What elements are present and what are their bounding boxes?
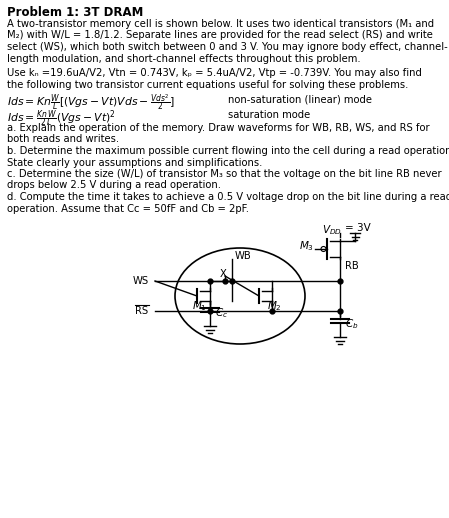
Text: saturation mode: saturation mode	[228, 110, 310, 121]
Text: RB: RB	[345, 261, 359, 271]
Text: M₂) with W/L = 1.8/1.2. Separate lines are provided for the read select (RS) and: M₂) with W/L = 1.8/1.2. Separate lines a…	[7, 31, 433, 40]
Text: $C_b$: $C_b$	[345, 317, 358, 331]
Text: drops below 2.5 V during a read operation.: drops below 2.5 V during a read operatio…	[7, 180, 221, 191]
Text: $Ids = \frac{Kn\,W}{2\,L}(Vgs - Vt)^2$: $Ids = \frac{Kn\,W}{2\,L}(Vgs - Vt)^2$	[7, 108, 116, 130]
Text: b. Determine the maximum possible current flowing into the cell during a read op: b. Determine the maximum possible curren…	[7, 146, 449, 156]
Text: c. Determine the size (W/L) of transistor M₃ so that the voltage on the bit line: c. Determine the size (W/L) of transisto…	[7, 169, 442, 179]
Text: $M_2$: $M_2$	[267, 299, 282, 313]
Text: $V_{DD}$: $V_{DD}$	[322, 223, 342, 237]
Text: both reads and writes.: both reads and writes.	[7, 135, 119, 145]
Text: WS: WS	[133, 276, 149, 286]
Text: X: X	[220, 269, 227, 279]
Text: = 3V: = 3V	[345, 223, 371, 233]
Text: the following two transistor current equations useful for solving these problems: the following two transistor current equ…	[7, 79, 409, 90]
Text: length modulation, and short-channel effects throughout this problem.: length modulation, and short-channel eff…	[7, 53, 361, 64]
Text: Problem 1: 3T DRAM: Problem 1: 3T DRAM	[7, 6, 143, 19]
Text: select (WS), which both switch between 0 and 3 V. You may ignore body effect, ch: select (WS), which both switch between 0…	[7, 42, 448, 52]
Text: $M_3$: $M_3$	[299, 239, 314, 253]
Text: WB: WB	[235, 251, 252, 261]
Text: $Ids = Kn\frac{W}{L}[(Vgs - Vt)Vds - \frac{Vds^2}{2}]$: $Ids = Kn\frac{W}{L}[(Vgs - Vt)Vds - \fr…	[7, 93, 175, 113]
Text: non-saturation (linear) mode: non-saturation (linear) mode	[228, 95, 372, 105]
Text: State clearly your assumptions and simplifications.: State clearly your assumptions and simpl…	[7, 157, 262, 167]
Text: $M_1$: $M_1$	[192, 299, 207, 313]
Text: operation. Assume that Cc = 50fF and Cb = 2pF.: operation. Assume that Cc = 50fF and Cb …	[7, 204, 249, 213]
Text: Use kₙ =19.6uA/V2, Vtn = 0.743V, kₚ = 5.4uA/V2, Vtp = -0.739V. You may also find: Use kₙ =19.6uA/V2, Vtn = 0.743V, kₚ = 5.…	[7, 68, 422, 78]
Text: A two-transistor memory cell is shown below. It uses two identical transistors (: A two-transistor memory cell is shown be…	[7, 19, 434, 29]
Text: $C_c$: $C_c$	[215, 306, 228, 320]
Text: a. Explain the operation of the memory. Draw waveforms for WB, RB, WS, and RS fo: a. Explain the operation of the memory. …	[7, 123, 430, 133]
Text: RS: RS	[135, 306, 148, 316]
Text: d. Compute the time it takes to achieve a 0.5 V voltage drop on the bit line dur: d. Compute the time it takes to achieve …	[7, 192, 449, 202]
